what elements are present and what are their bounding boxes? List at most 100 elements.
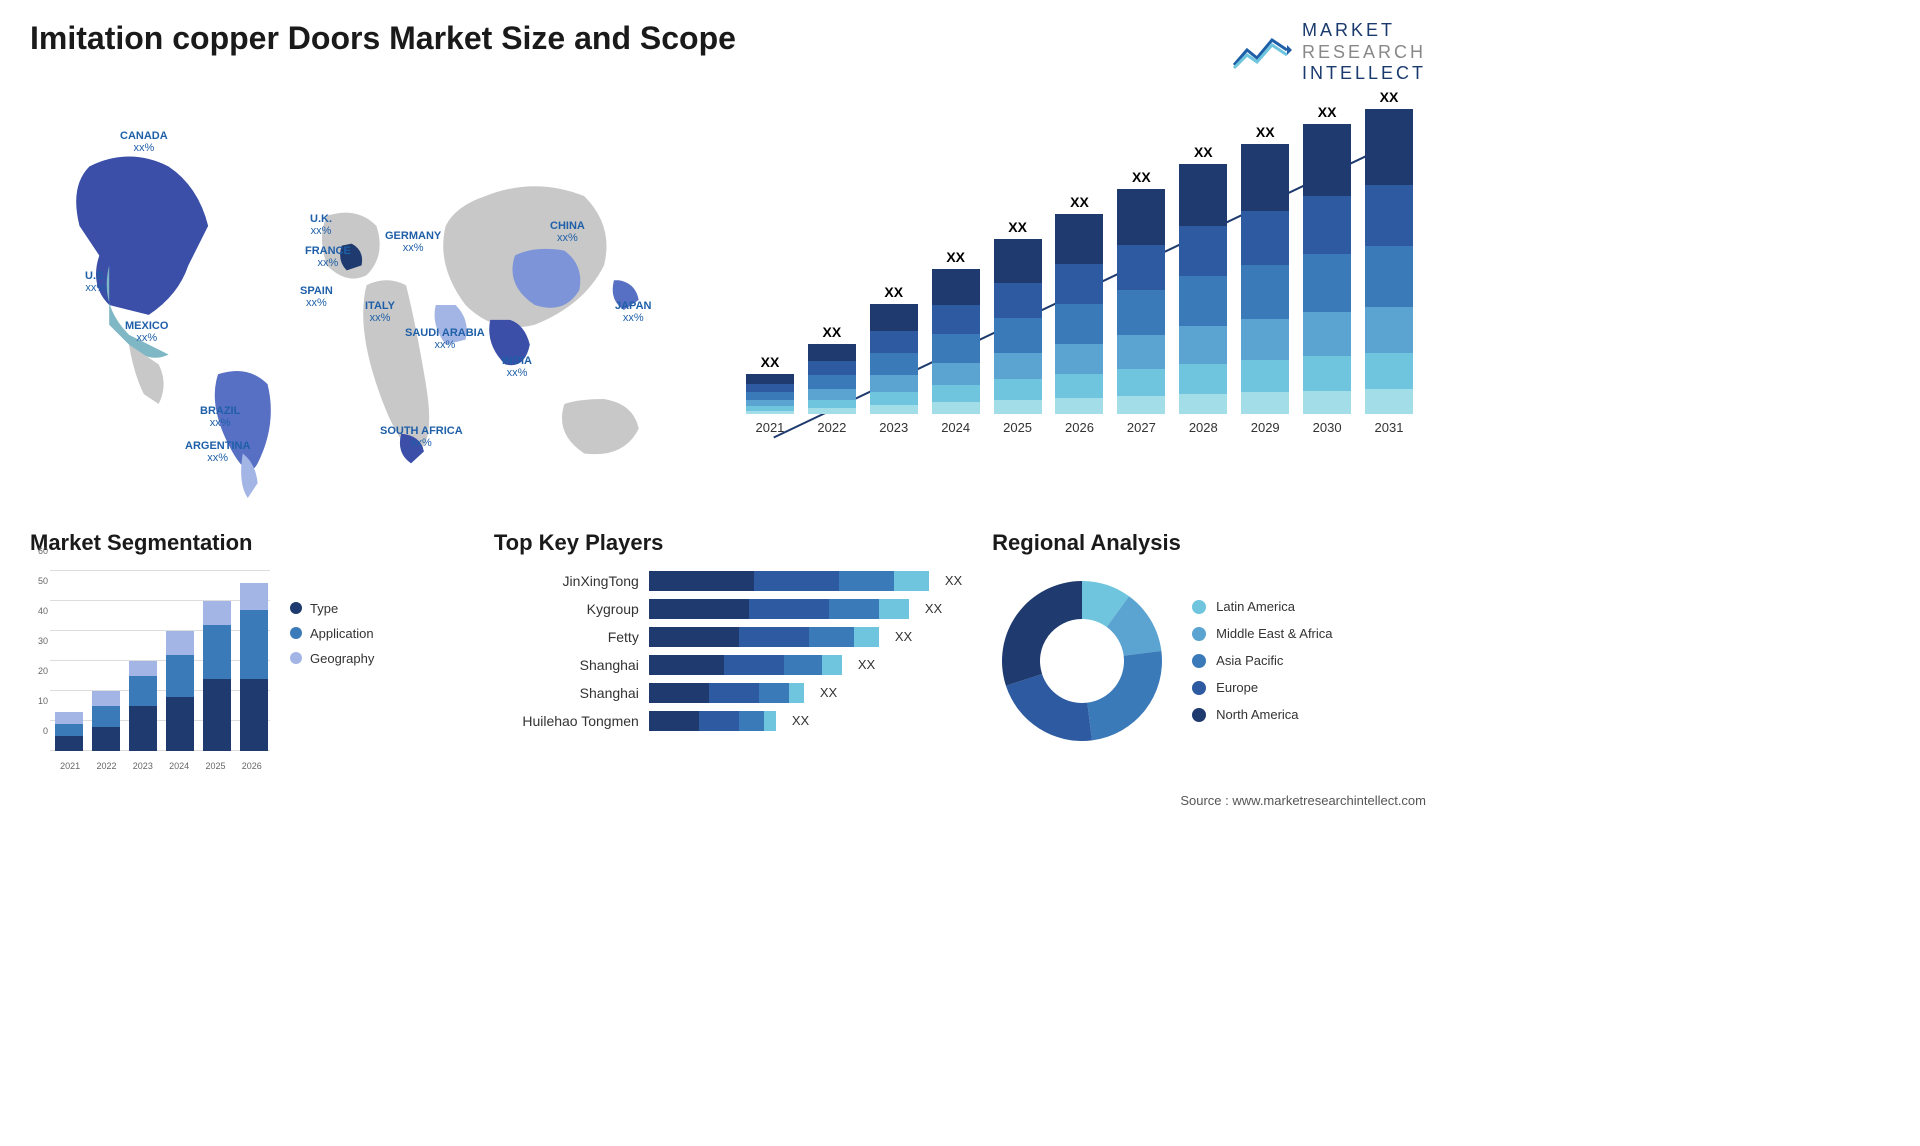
growth-bar-2029: XX 2029 bbox=[1241, 124, 1289, 435]
seg-bar-2022 bbox=[92, 691, 120, 751]
player-name: Fetty bbox=[494, 629, 639, 645]
growth-year-label: 2031 bbox=[1375, 420, 1404, 435]
seg-legend-application: Application bbox=[290, 626, 374, 641]
player-value: XX bbox=[945, 573, 962, 588]
growth-value-label: XX bbox=[1070, 194, 1089, 210]
player-value: XX bbox=[858, 657, 875, 672]
page-title: Imitation copper Doors Market Size and S… bbox=[30, 20, 736, 57]
growth-bar-2021: XX 2021 bbox=[746, 354, 794, 435]
growth-year-label: 2030 bbox=[1313, 420, 1342, 435]
growth-bar-2030: XX 2030 bbox=[1303, 104, 1351, 435]
map-label-italy: ITALYxx% bbox=[365, 300, 395, 324]
growth-year-label: 2021 bbox=[755, 420, 784, 435]
growth-year-label: 2027 bbox=[1127, 420, 1156, 435]
growth-year-label: 2022 bbox=[817, 420, 846, 435]
logo: MARKET RESEARCH INTELLECT bbox=[1232, 20, 1426, 85]
player-name: Shanghai bbox=[494, 685, 639, 701]
seg-bar-2023 bbox=[129, 661, 157, 751]
growth-value-label: XX bbox=[1008, 219, 1027, 235]
regional-legend: Latin America Middle East & Africa Asia Pa… bbox=[1192, 599, 1332, 722]
growth-bar-2025: XX2025 bbox=[994, 219, 1042, 435]
growth-year-label: 2029 bbox=[1251, 420, 1280, 435]
player-row-huilehao-tongmen: Huilehao Tongmen XX bbox=[494, 711, 962, 731]
map-label-u.k.: U.K.xx% bbox=[310, 213, 332, 237]
player-row-fetty: Fetty XX bbox=[494, 627, 962, 647]
growth-value-label: XX bbox=[761, 354, 780, 370]
player-name: Kygroup bbox=[494, 601, 639, 617]
map-label-china: CHINAxx% bbox=[550, 220, 585, 244]
donut-legend-europe: Europe bbox=[1192, 680, 1332, 695]
player-row-shanghai: Shanghai XX bbox=[494, 655, 962, 675]
donut-slice-asia-pacific bbox=[1087, 651, 1162, 740]
growth-bar-2027: XX 2027 bbox=[1117, 169, 1165, 435]
logo-text: MARKET RESEARCH INTELLECT bbox=[1302, 20, 1426, 85]
players-list: JinXingTongXXKygroupXXFettyXXShanghaiXXS… bbox=[494, 571, 962, 731]
growth-bars: XX2021XX2022XX2023XX2024XX2025XX2026XX20… bbox=[743, 115, 1416, 435]
growth-value-label: XX bbox=[946, 249, 965, 265]
donut-legend-latin-america: Latin America bbox=[1192, 599, 1332, 614]
logo-line3: INTELLECT bbox=[1302, 63, 1426, 85]
world-map-panel: CANADAxx%U.S.xx%MEXICOxx%BRAZILxx%ARGENT… bbox=[30, 105, 703, 505]
growth-year-label: 2024 bbox=[941, 420, 970, 435]
map-label-india: INDIAxx% bbox=[502, 355, 532, 379]
growth-chart-panel: XX2021XX2022XX2023XX2024XX2025XX2026XX20… bbox=[733, 105, 1426, 505]
players-panel: Top Key Players JinXingTongXXKygroupXXFe… bbox=[494, 530, 962, 771]
donut-legend-north-america: North America bbox=[1192, 707, 1332, 722]
player-value: XX bbox=[792, 713, 809, 728]
segmentation-chart: 0102030405060 202120222023202420252026 bbox=[30, 571, 270, 771]
map-label-u.s.: U.S.xx% bbox=[85, 270, 106, 294]
growth-bar-2026: XX 2026 bbox=[1055, 194, 1103, 435]
seg-xlabel: 2021 bbox=[60, 761, 80, 771]
regional-donut bbox=[992, 571, 1172, 751]
players-title: Top Key Players bbox=[494, 530, 962, 556]
map-label-argentina: ARGENTINAxx% bbox=[185, 440, 250, 464]
player-name: JinXingTong bbox=[494, 573, 639, 589]
growth-value-label: XX bbox=[823, 324, 842, 340]
seg-bar-2024 bbox=[166, 631, 194, 751]
seg-xlabel: 2023 bbox=[133, 761, 153, 771]
regional-panel: Regional Analysis Latin America Middle Ea… bbox=[992, 530, 1426, 771]
seg-xlabel: 2022 bbox=[96, 761, 116, 771]
growth-value-label: XX bbox=[1132, 169, 1151, 185]
regional-title: Regional Analysis bbox=[992, 530, 1426, 556]
growth-year-label: 2028 bbox=[1189, 420, 1218, 435]
seg-bar-2021 bbox=[55, 712, 83, 751]
donut-legend-middle-east-africa: Middle East & Africa bbox=[1192, 626, 1332, 641]
growth-year-label: 2026 bbox=[1065, 420, 1094, 435]
map-label-japan: JAPANxx% bbox=[615, 300, 651, 324]
player-name: Huilehao Tongmen bbox=[494, 713, 639, 729]
seg-xlabel: 2025 bbox=[205, 761, 225, 771]
growth-value-label: XX bbox=[1256, 124, 1275, 140]
growth-bar-2028: XX 2028 bbox=[1179, 144, 1227, 435]
seg-legend-type: Type bbox=[290, 601, 374, 616]
map-label-mexico: MEXICOxx% bbox=[125, 320, 168, 344]
seg-bar-2025 bbox=[203, 601, 231, 751]
seg-xlabel: 2026 bbox=[242, 761, 262, 771]
growth-value-label: XX bbox=[1194, 144, 1213, 160]
growth-bar-2023: XX2023 bbox=[870, 284, 918, 435]
seg-legend-geography: Geography bbox=[290, 651, 374, 666]
source-text: Source : www.marketresearchintellect.com bbox=[1180, 793, 1426, 808]
growth-year-label: 2023 bbox=[879, 420, 908, 435]
segmentation-legend: Type Application Geography bbox=[290, 571, 374, 771]
logo-line2: RESEARCH bbox=[1302, 42, 1426, 64]
logo-line1: MARKET bbox=[1302, 20, 1426, 42]
player-name: Shanghai bbox=[494, 657, 639, 673]
growth-bar-2031: XX 2031 bbox=[1365, 89, 1413, 435]
growth-bar-2024: XX 2024 bbox=[932, 249, 980, 435]
player-row-jinxingtong: JinXingTong XX bbox=[494, 571, 962, 591]
player-value: XX bbox=[820, 685, 837, 700]
map-label-france: FRANCExx% bbox=[305, 245, 351, 269]
map-label-spain: SPAINxx% bbox=[300, 285, 333, 309]
growth-value-label: XX bbox=[1318, 104, 1337, 120]
logo-icon bbox=[1232, 30, 1292, 75]
growth-value-label: XX bbox=[1380, 89, 1399, 105]
map-label-brazil: BRAZILxx% bbox=[200, 405, 240, 429]
donut-slice-europe bbox=[1006, 674, 1092, 741]
player-value: XX bbox=[895, 629, 912, 644]
donut-legend-asia-pacific: Asia Pacific bbox=[1192, 653, 1332, 668]
segmentation-panel: Market Segmentation 0102030405060 202120… bbox=[30, 530, 464, 771]
player-value: XX bbox=[925, 601, 942, 616]
seg-bar-2026 bbox=[240, 583, 268, 751]
growth-bar-2022: XX 2022 bbox=[808, 324, 856, 435]
